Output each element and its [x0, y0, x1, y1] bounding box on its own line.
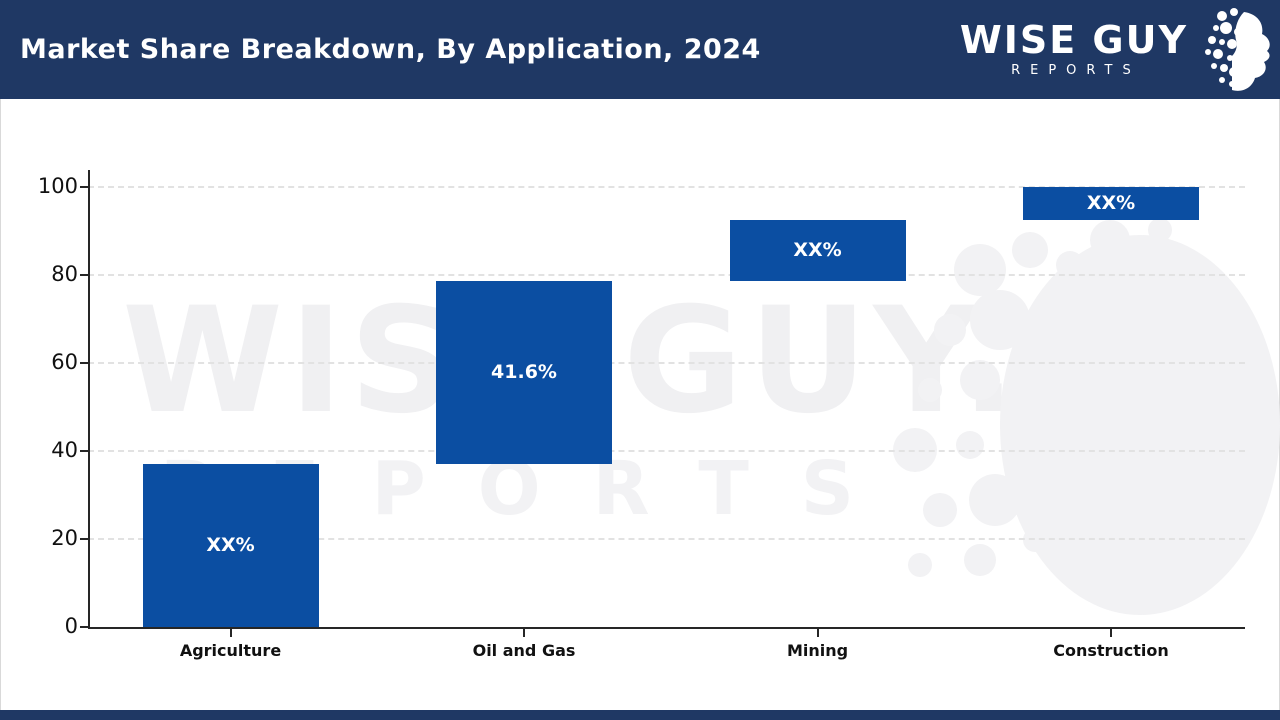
y-gridline [88, 449, 1245, 452]
y-axis-tick-label: 0 [64, 614, 78, 638]
x-axis-tick-mark [816, 629, 819, 637]
x-axis-category-label: Construction [1053, 641, 1169, 660]
y-axis-tick-mark [80, 361, 88, 364]
x-axis-category-label: Oil and Gas [472, 641, 576, 660]
header-bar: Market Share Breakdown, By Application, … [0, 0, 1280, 99]
x-axis-category-label: Mining [786, 641, 849, 660]
bar-oil-and-gas: 41.6% [436, 280, 612, 464]
x-axis-tick-mark [523, 629, 525, 637]
y-axis-tick-label: 80 [51, 261, 78, 286]
y-axis-tick-label: 40 [51, 437, 78, 462]
y-axis-tick-label: 60 [51, 349, 78, 374]
y-axis-tick-label: 20 [51, 525, 78, 550]
y-axis-tick-mark [80, 449, 88, 452]
y-axis-tick-mark [80, 185, 88, 188]
footer-bar [0, 710, 1280, 720]
x-axis-tick-mark [1110, 629, 1112, 637]
logo-subtext: REPORTS [1011, 63, 1141, 78]
y-axis-tick-mark [80, 273, 88, 276]
bar-value-label: XX% [1086, 192, 1136, 215]
y-gridline [88, 185, 1245, 188]
y-axis-tick-mark [80, 537, 88, 540]
bar-mining: XX% [729, 219, 906, 281]
x-axis-line [88, 627, 1245, 629]
y-axis-tick-label: 100 [37, 173, 78, 198]
y-axis-tick-mark [80, 626, 88, 628]
logo-text: WISE GUY REPORTS [960, 21, 1188, 78]
y-gridline [88, 537, 1245, 540]
x-axis-tick-mark [229, 629, 232, 637]
bar-value-label: 41.6% [491, 361, 557, 384]
bar-value-label: XX% [206, 534, 255, 557]
bar-construction: XX% [1023, 186, 1199, 220]
bar-agriculture: XX% [142, 464, 319, 627]
y-axis-line [88, 170, 90, 629]
logo-face-icon [1205, 7, 1270, 91]
logo: WISE GUY REPORTS [960, 6, 1270, 94]
page-title: Market Share Breakdown, By Application, … [20, 34, 761, 65]
bar-value-label: XX% [793, 239, 842, 262]
y-gridline [88, 361, 1245, 364]
y-gridline [88, 273, 1245, 276]
x-axis-category-label: Agriculture [179, 641, 282, 660]
logo-wordmark: WISE GUY [959, 18, 1188, 62]
